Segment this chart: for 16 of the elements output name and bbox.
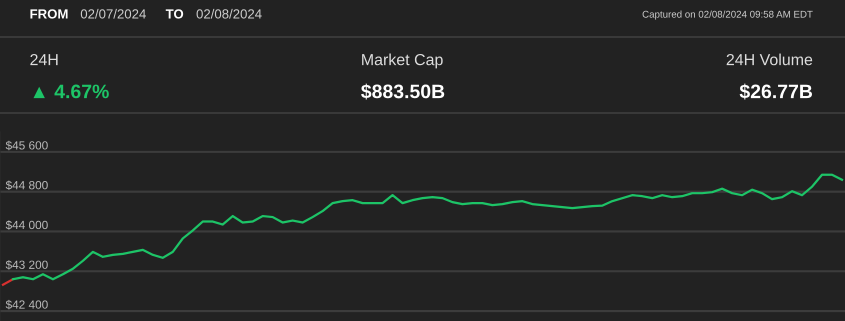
text: FROM	[30, 9, 68, 19]
text: 24H Volume	[726, 54, 812, 66]
y-tick-label: $43 200	[6, 260, 48, 270]
text: $883.50B	[361, 84, 444, 100]
text: 02/07/2024	[80, 8, 146, 19]
text: 24H	[30, 54, 58, 66]
text: ▲ 4.67%	[34, 84, 109, 98]
text: $26.77B	[740, 84, 812, 100]
text: TO	[166, 9, 184, 19]
text: Market Cap	[362, 54, 443, 68]
y-tick-label: $44 000	[6, 220, 48, 230]
text: 02/08/2024	[196, 8, 262, 19]
y-tick-label: $45 600	[6, 140, 48, 150]
y-tick-label: $42 400	[6, 300, 48, 310]
text: Captured on 02/08/2024 09:58 AM EDT	[642, 10, 813, 20]
y-tick-label: $44 800	[6, 180, 48, 190]
